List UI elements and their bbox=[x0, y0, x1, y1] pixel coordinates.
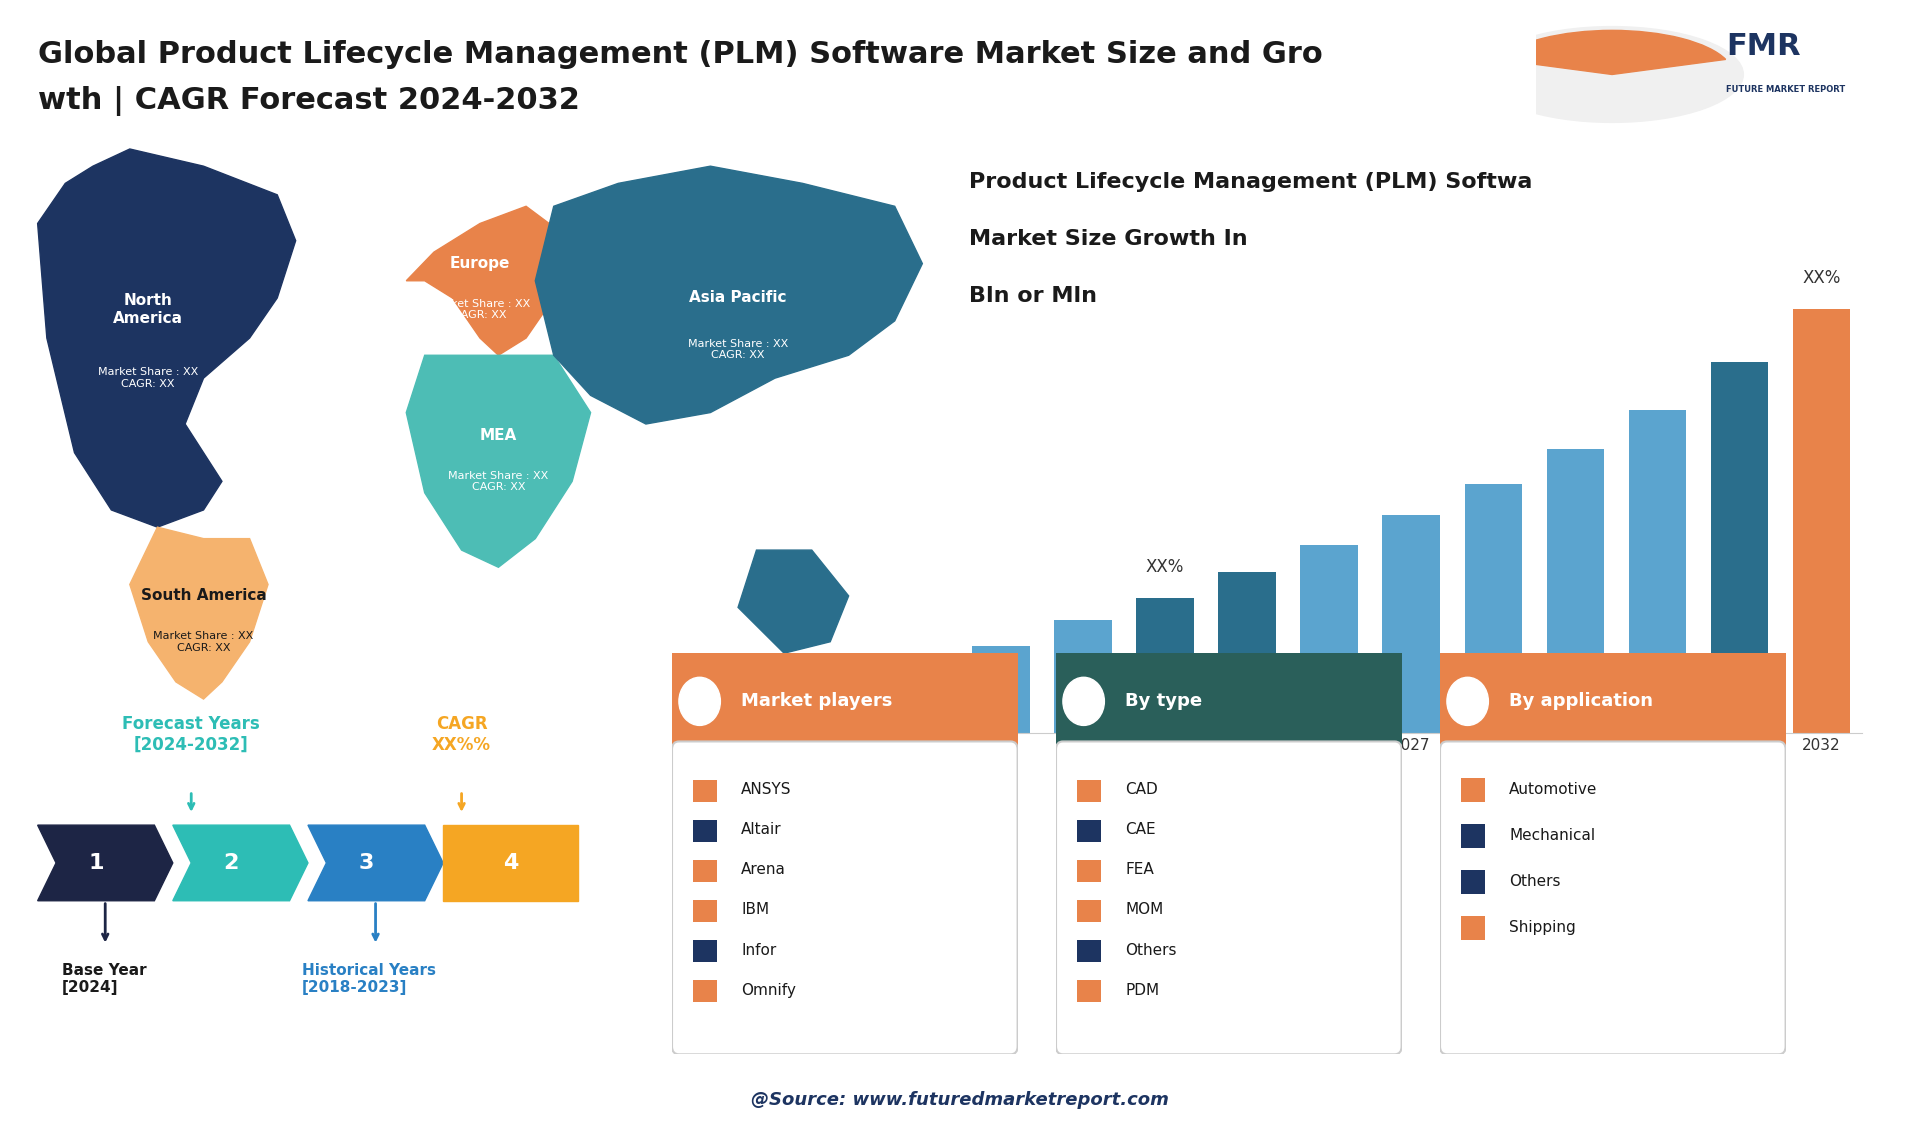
Text: Mechanical: Mechanical bbox=[1509, 829, 1596, 843]
FancyBboxPatch shape bbox=[1461, 778, 1484, 802]
Text: Base Year
[2024]: Base Year [2024] bbox=[61, 963, 146, 995]
FancyBboxPatch shape bbox=[693, 900, 716, 921]
Text: XX%: XX% bbox=[1803, 269, 1841, 288]
Text: Market Size Growth In: Market Size Growth In bbox=[970, 229, 1248, 249]
FancyBboxPatch shape bbox=[693, 860, 716, 882]
Text: FUTURE MARKET REPORT: FUTURE MARKET REPORT bbox=[1726, 85, 1845, 94]
Text: Market players: Market players bbox=[741, 692, 893, 711]
FancyBboxPatch shape bbox=[693, 940, 716, 963]
FancyBboxPatch shape bbox=[1077, 779, 1100, 802]
Text: ANSYS: ANSYS bbox=[741, 782, 791, 798]
Text: By type: By type bbox=[1125, 692, 1202, 711]
FancyBboxPatch shape bbox=[672, 741, 1018, 1054]
Text: MEA: MEA bbox=[480, 427, 516, 444]
Text: Global Product Lifecycle Management (PLM) Software Market Size and Gro: Global Product Lifecycle Management (PLM… bbox=[38, 40, 1323, 69]
FancyBboxPatch shape bbox=[1423, 642, 1803, 762]
Text: CAD: CAD bbox=[1125, 782, 1158, 798]
Polygon shape bbox=[307, 825, 444, 901]
FancyBboxPatch shape bbox=[693, 819, 716, 841]
FancyBboxPatch shape bbox=[1077, 860, 1100, 882]
Circle shape bbox=[1064, 677, 1104, 725]
Polygon shape bbox=[407, 206, 572, 355]
FancyBboxPatch shape bbox=[1461, 824, 1484, 848]
Text: By application: By application bbox=[1509, 692, 1653, 711]
Text: FEA: FEA bbox=[1125, 862, 1154, 878]
Text: North
America: North America bbox=[113, 293, 182, 325]
Text: Market Share : XX
CAGR: XX: Market Share : XX CAGR: XX bbox=[98, 368, 198, 388]
Text: Asia Pacific: Asia Pacific bbox=[689, 290, 787, 306]
Text: Automotive: Automotive bbox=[1509, 782, 1597, 798]
Text: Market Share : XX
CAGR: XX: Market Share : XX CAGR: XX bbox=[430, 299, 530, 320]
Polygon shape bbox=[131, 527, 269, 699]
Polygon shape bbox=[173, 825, 307, 901]
FancyBboxPatch shape bbox=[693, 779, 716, 802]
FancyBboxPatch shape bbox=[1461, 870, 1484, 894]
Text: Others: Others bbox=[1125, 942, 1177, 958]
Text: Omnify: Omnify bbox=[741, 982, 797, 998]
FancyBboxPatch shape bbox=[1056, 741, 1402, 1054]
Bar bbox=[1300, 545, 1357, 733]
Text: Shipping: Shipping bbox=[1509, 920, 1576, 935]
FancyBboxPatch shape bbox=[1077, 980, 1100, 1002]
FancyBboxPatch shape bbox=[1440, 741, 1786, 1054]
Text: FMR: FMR bbox=[1726, 32, 1801, 61]
FancyBboxPatch shape bbox=[1077, 940, 1100, 963]
Bar bbox=[1382, 515, 1440, 733]
Polygon shape bbox=[407, 355, 591, 567]
FancyBboxPatch shape bbox=[1077, 819, 1100, 841]
Text: CAE: CAE bbox=[1125, 822, 1156, 838]
FancyBboxPatch shape bbox=[1461, 916, 1484, 940]
Text: 1: 1 bbox=[88, 853, 104, 873]
Circle shape bbox=[1480, 26, 1743, 123]
Text: Bln or Mln: Bln or Mln bbox=[970, 286, 1096, 306]
Text: Market Share : XX
CAGR: XX: Market Share : XX CAGR: XX bbox=[447, 471, 549, 492]
Text: Others: Others bbox=[1509, 874, 1561, 889]
Text: Arena: Arena bbox=[741, 862, 785, 878]
Text: wth | CAGR Forecast 2024-2032: wth | CAGR Forecast 2024-2032 bbox=[38, 86, 580, 116]
Text: Europe: Europe bbox=[449, 256, 511, 272]
Text: 3: 3 bbox=[359, 853, 374, 873]
Circle shape bbox=[1448, 677, 1488, 725]
Polygon shape bbox=[38, 149, 296, 527]
Text: CAGR
XX%%: CAGR XX%% bbox=[432, 715, 492, 754]
Text: Altair: Altair bbox=[741, 822, 781, 838]
Text: XX%: XX% bbox=[1146, 558, 1185, 576]
FancyBboxPatch shape bbox=[1039, 642, 1419, 762]
Bar bbox=[1219, 572, 1277, 733]
Bar bbox=[1465, 484, 1523, 733]
Text: South America: South America bbox=[140, 588, 267, 604]
Text: IBM: IBM bbox=[741, 902, 770, 918]
FancyBboxPatch shape bbox=[1077, 900, 1100, 921]
Text: PDM: PDM bbox=[1125, 982, 1160, 998]
Bar bbox=[1793, 309, 1851, 733]
Text: Infor: Infor bbox=[741, 942, 776, 958]
Text: Market Share : XX
CAGR: XX: Market Share : XX CAGR: XX bbox=[687, 339, 789, 360]
Polygon shape bbox=[737, 550, 849, 653]
Text: Market Share : XX
CAGR: XX: Market Share : XX CAGR: XX bbox=[154, 631, 253, 652]
Text: Product Lifecycle Management (PLM) Softwa: Product Lifecycle Management (PLM) Softw… bbox=[970, 172, 1532, 191]
Bar bbox=[972, 646, 1029, 733]
Polygon shape bbox=[444, 825, 578, 901]
Bar bbox=[1548, 449, 1603, 733]
Polygon shape bbox=[536, 166, 922, 424]
Bar bbox=[1054, 620, 1112, 733]
Text: 4: 4 bbox=[503, 853, 518, 873]
Wedge shape bbox=[1498, 31, 1726, 74]
FancyBboxPatch shape bbox=[655, 642, 1035, 762]
Text: Forecast Years
[2024-2032]: Forecast Years [2024-2032] bbox=[123, 715, 259, 754]
Bar bbox=[1711, 361, 1768, 733]
FancyBboxPatch shape bbox=[693, 980, 716, 1002]
Circle shape bbox=[680, 677, 720, 725]
Bar bbox=[1628, 409, 1686, 733]
Text: @Source: www.futuredmarketreport.com: @Source: www.futuredmarketreport.com bbox=[751, 1091, 1169, 1109]
Text: Historical Years
[2018-2023]: Historical Years [2018-2023] bbox=[301, 963, 436, 995]
Bar bbox=[1137, 598, 1194, 733]
Polygon shape bbox=[38, 825, 173, 901]
Text: MOM: MOM bbox=[1125, 902, 1164, 918]
Text: 2: 2 bbox=[223, 853, 238, 873]
